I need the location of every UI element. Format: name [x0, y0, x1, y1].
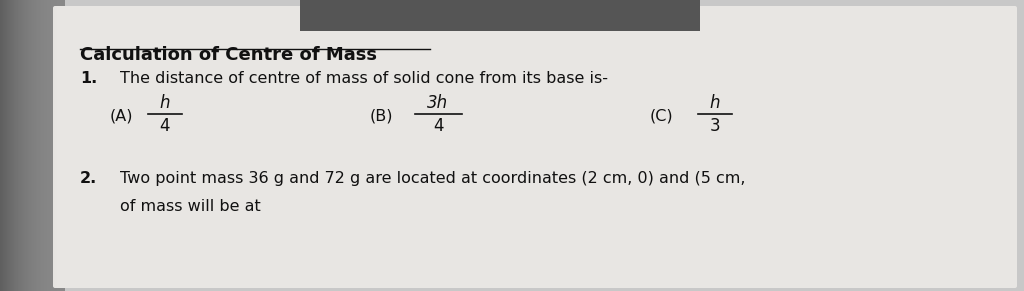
Text: 3: 3 [710, 117, 720, 135]
Text: 4: 4 [433, 117, 443, 135]
FancyBboxPatch shape [53, 6, 1017, 288]
Text: Two point mass 36 g and 72 g are located at coordinates (2 cm, 0) and (5 cm,: Two point mass 36 g and 72 g are located… [120, 171, 745, 186]
Text: 2.: 2. [80, 171, 97, 186]
Text: 1.: 1. [80, 71, 97, 86]
Text: Calculation of Centre of Mass: Calculation of Centre of Mass [80, 46, 377, 64]
Text: (B): (B) [370, 109, 393, 123]
Text: 4: 4 [160, 117, 170, 135]
Text: The distance of centre of mass of solid cone from its base is-: The distance of centre of mass of solid … [120, 71, 608, 86]
FancyBboxPatch shape [0, 0, 65, 291]
Text: h: h [160, 94, 170, 112]
Text: h: h [710, 94, 720, 112]
Text: of mass will be at: of mass will be at [120, 199, 261, 214]
Text: (A): (A) [110, 109, 133, 123]
Text: 3h: 3h [427, 94, 449, 112]
Text: (C): (C) [650, 109, 674, 123]
Bar [300, 0, 700, 31]
